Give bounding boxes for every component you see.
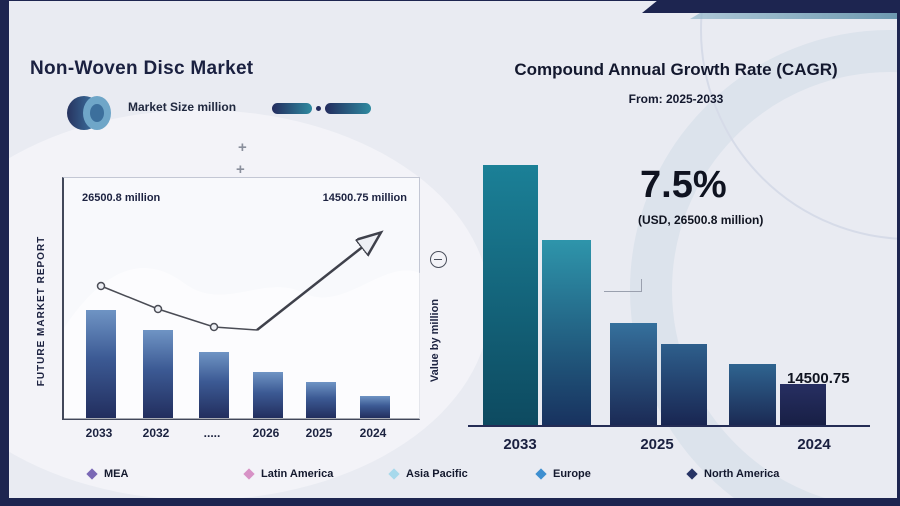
trend-line-arrow: [96, 178, 420, 332]
bar-dots: [199, 352, 229, 418]
legend-item-latin-america: Latin America: [243, 468, 334, 480]
circle-minus-icon: [430, 251, 447, 268]
legend-label: Latin America: [261, 468, 334, 480]
value-2033-label: 26500.8 million: [82, 192, 161, 204]
frame-right-band: [897, 0, 900, 506]
bar-2025: [306, 382, 336, 418]
legend-diamond-icon: [535, 468, 547, 480]
legend-pill: [325, 103, 371, 114]
plus-decoration: +: [236, 161, 245, 178]
market-size-legend-label: Market Size million: [128, 100, 237, 114]
right-chart-subtitle: From: 2025-2033: [628, 92, 724, 106]
x-label-2024: 2024: [797, 436, 831, 453]
frame-topright-band: [642, 0, 900, 13]
left-chart-panel: 26500.8 million 14500.75 million: [62, 177, 420, 420]
legend-item-north-america: North America: [686, 468, 780, 480]
x-label-2026: 2026: [252, 426, 280, 440]
bar-2033: [86, 310, 116, 418]
x-label-dots: .....: [203, 426, 221, 440]
legend-diamond-icon: [86, 468, 98, 480]
bar-2024: [360, 396, 390, 418]
cagr-note: (USD, 26500.8 million): [638, 213, 764, 227]
bar-2025-a: [610, 323, 657, 425]
legend-diamond-icon: [686, 468, 698, 480]
legend-pill-dot: [316, 106, 321, 111]
bar-2033-b: [542, 240, 591, 425]
bar-2024-b: [780, 384, 826, 425]
value-14500-label: 14500.75: [787, 370, 850, 387]
value-axis-label: Value by million: [429, 298, 441, 383]
legend-item-mea: MEA: [86, 468, 129, 480]
x-label-2033: 2033: [503, 436, 537, 453]
future-market-report-label: FUTURE MARKET REPORT: [36, 235, 47, 387]
legend-label: North America: [704, 468, 780, 480]
legend-diamond-icon: [388, 468, 400, 480]
value-2024-label: 14500.75 million: [322, 192, 407, 204]
legend-label: MEA: [104, 468, 129, 480]
bracket-decoration: [604, 279, 642, 292]
legend-label: Europe: [553, 468, 591, 480]
left-chart-title: Non-Woven Disc Market: [30, 58, 254, 79]
x-label-2025: 2025: [640, 436, 674, 453]
plus-decoration: +: [238, 139, 247, 156]
legend-item-asia-pacific: Asia Pacific: [388, 468, 468, 480]
bar-2024-a: [729, 364, 776, 425]
bar-2026: [253, 372, 283, 418]
legend-pill: [272, 103, 312, 114]
right-chart-title: Compound Annual Growth Rate (CAGR): [514, 60, 838, 79]
x-label-2025: 2025: [305, 426, 333, 440]
bar-2032: [143, 330, 173, 418]
bar-2033-a: [483, 165, 538, 425]
cylinder-icon: [64, 92, 120, 134]
frame-left-band: [0, 0, 9, 506]
bar-2025-b: [661, 344, 707, 425]
legend-diamond-icon: [243, 468, 255, 480]
x-label-2033: 2033: [85, 426, 113, 440]
x-label-2024: 2024: [359, 426, 387, 440]
frame-teal-stripe: [690, 13, 900, 19]
legend-item-europe: Europe: [535, 468, 591, 480]
cagr-value: 7.5%: [640, 164, 727, 206]
x-axis-line: [468, 425, 870, 427]
x-label-2032: 2032: [142, 426, 170, 440]
legend-label: Asia Pacific: [406, 468, 468, 480]
frame-bottom-band: [0, 498, 900, 506]
